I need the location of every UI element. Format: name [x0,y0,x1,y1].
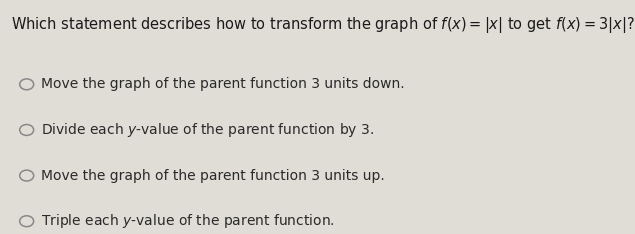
Text: Move the graph of the parent function 3 units down.: Move the graph of the parent function 3 … [41,77,405,91]
Text: Which statement describes how to transform the graph of $f(x) = |x|$ to get $f(x: Which statement describes how to transfo… [11,15,635,35]
Text: Divide each $y$-value of the parent function by 3.: Divide each $y$-value of the parent func… [41,121,375,139]
Text: Triple each $y$-value of the parent function.: Triple each $y$-value of the parent func… [41,212,335,230]
Text: Move the graph of the parent function 3 units up.: Move the graph of the parent function 3 … [41,168,385,183]
